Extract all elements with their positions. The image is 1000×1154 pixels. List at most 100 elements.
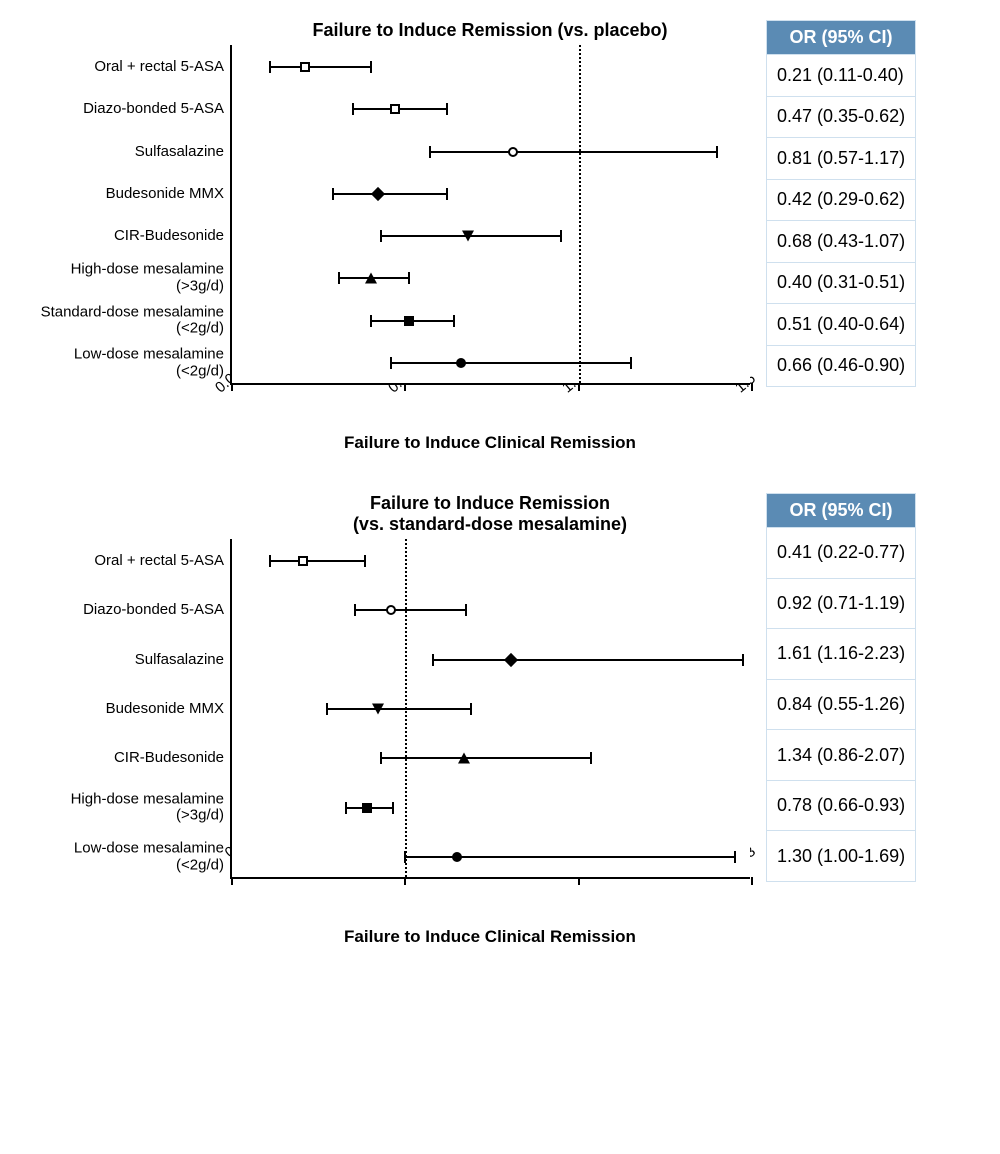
table-cell: 0.21 (0.11-0.40): [767, 55, 916, 97]
row-label: Sulfasalazine: [22, 143, 232, 160]
whisker-cap: [392, 802, 394, 814]
forest-panel-placebo: Failure to Induce Remission (vs. placebo…: [20, 20, 980, 453]
table-cell: 0.92 (0.71-1.19): [767, 578, 916, 629]
whisker-cap: [590, 752, 592, 764]
table-cell: 0.47 (0.35-0.62): [767, 96, 916, 138]
table-cell: 1.34 (0.86-2.07): [767, 730, 916, 781]
row-label: High-dose mesalamine (>3g/d): [22, 791, 232, 824]
row-label: Low-dose mesalamine (<2g/d): [22, 347, 232, 380]
whisker-cap: [408, 272, 410, 284]
point-marker: [462, 231, 474, 242]
whisker-cap: [326, 703, 328, 715]
table-cell: 0.51 (0.40-0.64): [767, 304, 916, 346]
chart-wrap: Failure to Induce Remission (vs. standar…: [20, 493, 750, 947]
or-table: OR (95% CI)0.41 (0.22-0.77)0.92 (0.71-1.…: [766, 493, 916, 882]
whisker-cap: [404, 851, 406, 863]
x-tick: [404, 877, 406, 885]
whisker-cap: [269, 61, 271, 73]
point-marker: [371, 187, 385, 201]
whisker-cap: [370, 61, 372, 73]
row-label: Standard-dose mesalamine (<2g/d): [22, 304, 232, 337]
whisker-cap: [734, 851, 736, 863]
whisker-cap: [429, 146, 431, 158]
row-label: Oral + rectal 5-ASA: [22, 553, 232, 570]
whisker-cap: [446, 188, 448, 200]
x-tick: [404, 383, 406, 391]
table-cell: 0.78 (0.66-0.93): [767, 780, 916, 831]
row-label: CIR-Budesonide: [22, 228, 232, 245]
table-cell: 0.68 (0.43-1.07): [767, 221, 916, 263]
point-marker: [372, 704, 384, 715]
point-marker: [365, 273, 377, 284]
row-label: Diazo-bonded 5-ASA: [22, 101, 232, 118]
whisker-cap: [742, 654, 744, 666]
error-bar: [391, 362, 630, 364]
whisker-cap: [364, 555, 366, 567]
x-tick: [578, 383, 580, 391]
chart-area: Oral + rectal 5-ASADiazo-bonded 5-ASASul…: [230, 539, 750, 879]
whisker-cap: [390, 357, 392, 369]
row-label: Oral + rectal 5-ASA: [22, 59, 232, 76]
whisker-cap: [345, 802, 347, 814]
whisker-cap: [370, 315, 372, 327]
table-header: OR (95% CI): [767, 21, 916, 55]
chart-wrap: Failure to Induce Remission (vs. placebo…: [20, 20, 750, 453]
point-marker: [386, 605, 396, 615]
table-header: OR (95% CI): [767, 494, 916, 528]
whisker-cap: [380, 752, 382, 764]
error-bar: [270, 66, 371, 68]
whisker-cap: [354, 604, 356, 616]
error-bar: [381, 757, 591, 759]
whisker-cap: [338, 272, 340, 284]
point-marker: [362, 803, 372, 813]
x-tick: [751, 877, 753, 885]
point-marker: [298, 556, 308, 566]
x-tick: [231, 383, 233, 391]
chart-area: Oral + rectal 5-ASADiazo-bonded 5-ASASul…: [230, 45, 750, 385]
row-label: CIR-Budesonide: [22, 750, 232, 767]
whisker-cap: [465, 604, 467, 616]
row-label: Sulfasalazine: [22, 651, 232, 668]
chart-title: Failure to Induce Remission (vs. placebo…: [230, 20, 750, 41]
whisker-cap: [716, 146, 718, 158]
row-label: Diazo-bonded 5-ASA: [22, 602, 232, 619]
whisker-cap: [332, 188, 334, 200]
table-cell: 0.41 (0.22-0.77): [767, 528, 916, 579]
point-marker: [458, 753, 470, 764]
chart-title: Failure to Induce Remission (vs. standar…: [230, 493, 750, 535]
x-axis-label: Failure to Induce Clinical Remission: [230, 433, 750, 453]
reference-line: [579, 45, 581, 383]
table-cell: 0.42 (0.29-0.62): [767, 179, 916, 221]
x-tick: [751, 383, 753, 391]
error-bar: [327, 708, 471, 710]
table-cell: 0.40 (0.31-0.51): [767, 262, 916, 304]
error-bar: [433, 659, 743, 661]
whisker-cap: [470, 703, 472, 715]
table-cell: 0.81 (0.57-1.17): [767, 138, 916, 180]
point-marker: [390, 104, 400, 114]
whisker-cap: [446, 103, 448, 115]
whisker-cap: [560, 230, 562, 242]
whisker-cap: [352, 103, 354, 115]
whisker-cap: [630, 357, 632, 369]
x-tick: [578, 877, 580, 885]
row-label: Low-dose mesalamine (<2g/d): [22, 841, 232, 874]
error-bar: [353, 108, 447, 110]
table-cell: 1.30 (1.00-1.69): [767, 831, 916, 882]
point-marker: [508, 147, 518, 157]
forest-panel-std-dose: Failure to Induce Remission (vs. standar…: [20, 493, 980, 947]
error-bar: [270, 560, 365, 562]
row-label: Budesonide MMX: [22, 186, 232, 203]
row-label: Budesonide MMX: [22, 701, 232, 718]
point-marker: [452, 852, 462, 862]
x-tick: [231, 877, 233, 885]
point-marker: [404, 316, 414, 326]
error-bar: [430, 151, 718, 153]
row-label: High-dose mesalamine (>3g/d): [22, 262, 232, 295]
whisker-cap: [453, 315, 455, 327]
point-marker: [300, 62, 310, 72]
table-cell: 1.61 (1.16-2.23): [767, 629, 916, 680]
x-axis-label: Failure to Induce Clinical Remission: [230, 927, 750, 947]
error-bar: [333, 193, 447, 195]
point-marker: [504, 653, 518, 667]
